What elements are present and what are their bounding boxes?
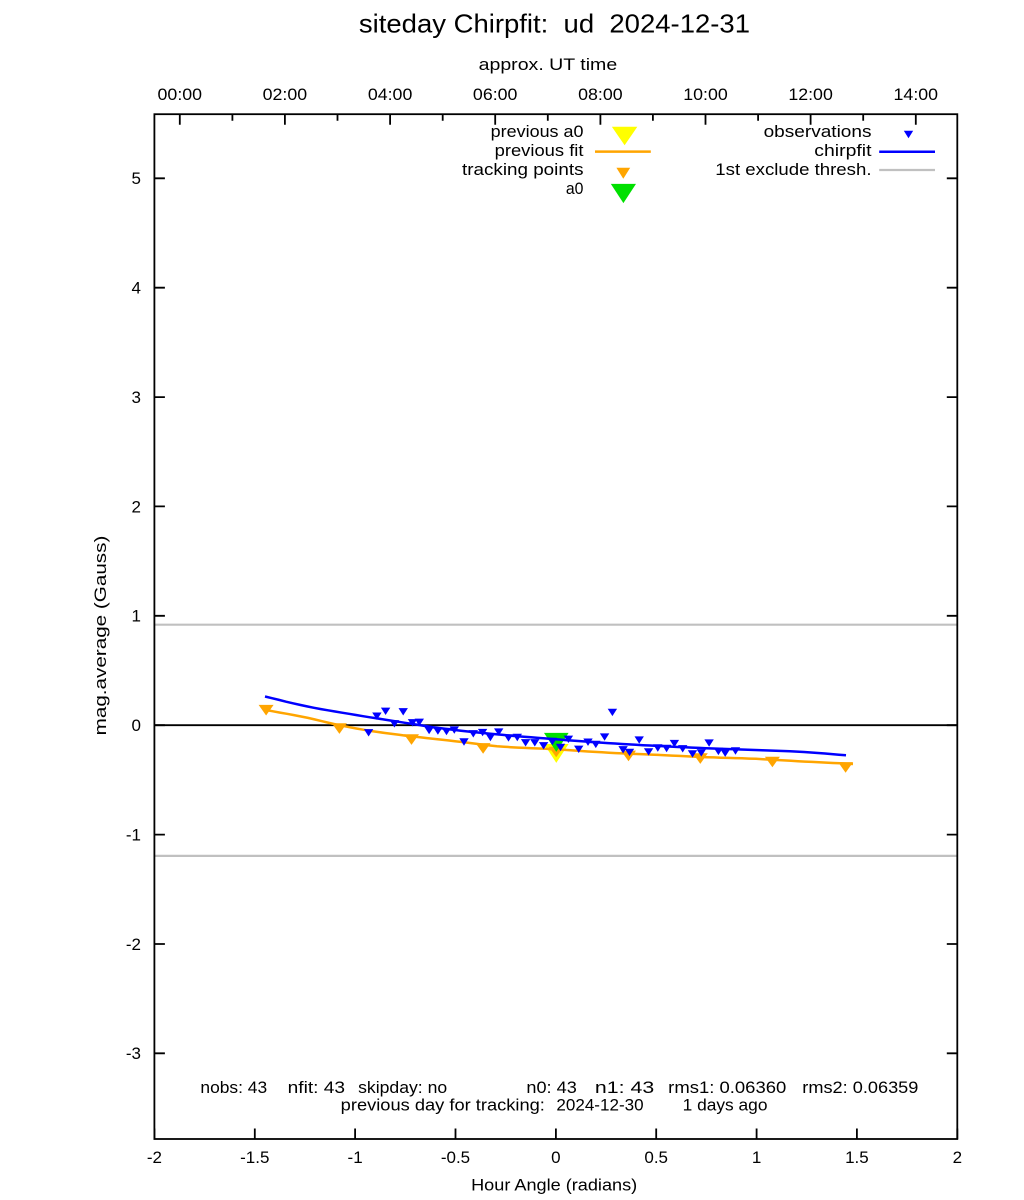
svg-text:0: 0 xyxy=(551,1148,560,1167)
svg-text:-1: -1 xyxy=(348,1148,363,1167)
svg-text:previous a0: previous a0 xyxy=(491,122,584,141)
svg-text:n0: 43: n0: 43 xyxy=(526,1078,576,1097)
svg-text:1: 1 xyxy=(132,607,141,626)
svg-text:nfit: 43: nfit: 43 xyxy=(288,1078,346,1097)
svg-text:Hour Angle (radians): Hour Angle (radians) xyxy=(471,1176,637,1195)
svg-text:observations: observations xyxy=(764,122,872,141)
svg-text:siteday Chirpfit: ud 2024-12: siteday Chirpfit: ud 2024-12-31 xyxy=(359,8,750,38)
svg-text:10:00: 10:00 xyxy=(683,85,728,104)
svg-text:chirpfit: chirpfit xyxy=(814,141,872,160)
svg-text:previous fit: previous fit xyxy=(495,141,584,160)
svg-text:-1.5: -1.5 xyxy=(240,1148,269,1167)
svg-text:1 days ago: 1 days ago xyxy=(683,1095,768,1114)
svg-text:08:00: 08:00 xyxy=(578,85,623,104)
svg-text:rms1: 0.06360: rms1: 0.06360 xyxy=(668,1078,786,1097)
svg-text:-1: -1 xyxy=(126,826,141,845)
svg-text:rms2: 0.06359: rms2: 0.06359 xyxy=(802,1078,918,1097)
svg-text:a0: a0 xyxy=(566,179,584,198)
svg-text:0.5: 0.5 xyxy=(644,1148,668,1167)
svg-text:mag.average (Gauss): mag.average (Gauss) xyxy=(91,536,110,736)
svg-text:14:00: 14:00 xyxy=(894,85,939,104)
svg-text:04:00: 04:00 xyxy=(368,85,413,104)
svg-text:2: 2 xyxy=(953,1148,962,1167)
svg-text:4: 4 xyxy=(132,279,141,298)
svg-text:0: 0 xyxy=(132,716,141,735)
svg-text:1: 1 xyxy=(752,1148,761,1167)
svg-text:3: 3 xyxy=(132,388,141,407)
svg-text:approx. UT time: approx. UT time xyxy=(479,55,618,74)
svg-text:2: 2 xyxy=(132,497,141,516)
svg-text:02:00: 02:00 xyxy=(263,85,308,104)
svg-text:-2: -2 xyxy=(126,935,141,954)
svg-text:skipday: no: skipday: no xyxy=(358,1078,447,1097)
svg-text:nobs: 43: nobs: 43 xyxy=(200,1078,267,1097)
svg-text:2024-12-30: 2024-12-30 xyxy=(556,1095,643,1114)
svg-text:n1: 43: n1: 43 xyxy=(595,1078,654,1097)
svg-text:1.5: 1.5 xyxy=(845,1148,869,1167)
svg-text:-0.5: -0.5 xyxy=(441,1148,470,1167)
svg-text:1st exclude thresh.: 1st exclude thresh. xyxy=(715,160,871,179)
svg-text:00:00: 00:00 xyxy=(158,85,203,104)
svg-text:-3: -3 xyxy=(126,1044,141,1063)
svg-text:12:00: 12:00 xyxy=(788,85,833,104)
svg-text:-2: -2 xyxy=(147,1148,162,1167)
svg-text:previous day for tracking:: previous day for tracking: xyxy=(341,1095,545,1114)
svg-text:tracking points: tracking points xyxy=(462,160,584,179)
svg-text:5: 5 xyxy=(132,169,141,188)
svg-text:06:00: 06:00 xyxy=(473,85,518,104)
